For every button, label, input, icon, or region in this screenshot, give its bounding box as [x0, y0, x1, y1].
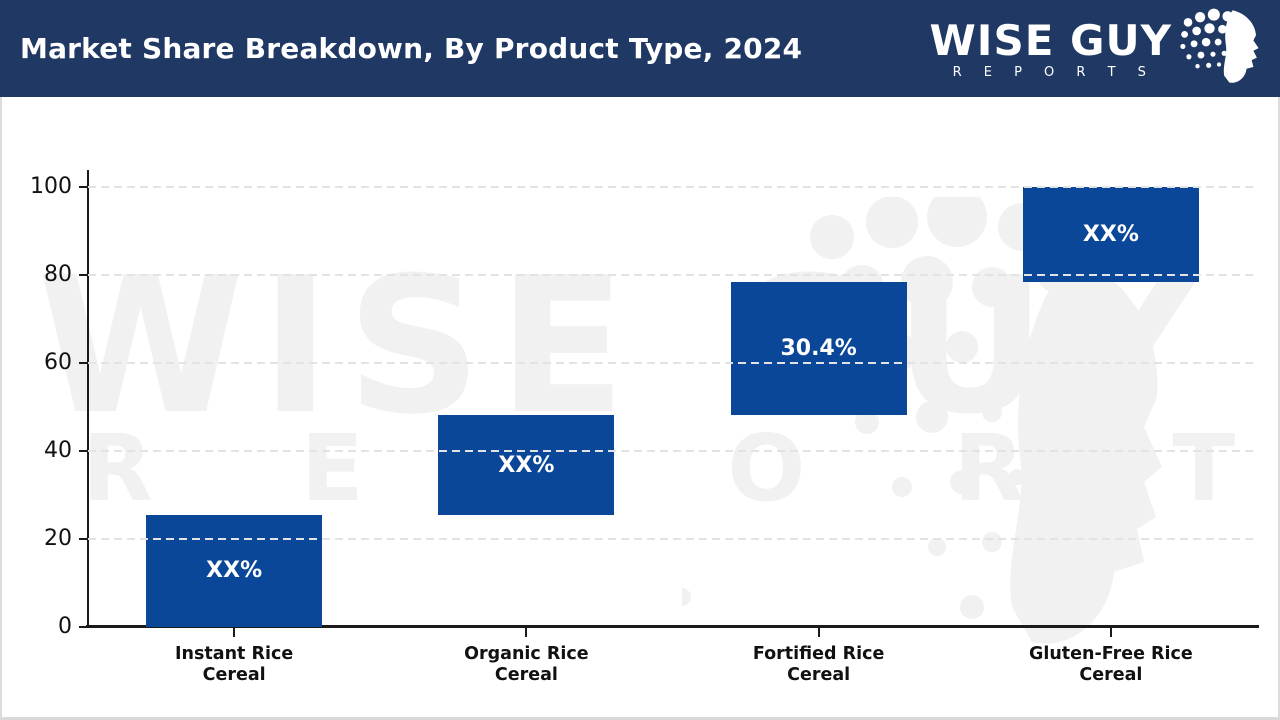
x-category-label: Instant Rice Cereal — [114, 644, 354, 686]
x-tick — [525, 628, 528, 637]
gridline — [88, 186, 1257, 188]
y-tick — [79, 274, 88, 276]
y-tick-label: 100 — [30, 174, 72, 199]
x-tick — [817, 628, 820, 637]
wise-guy-logo: WISE GUY R E P O R T S — [929, 8, 1262, 90]
bar-value-label: XX% — [498, 452, 555, 478]
y-axis-line — [87, 170, 89, 628]
x-category-label: Fortified Rice Cereal — [699, 644, 939, 686]
logo-text: WISE GUY R E P O R T S — [929, 16, 1172, 81]
y-tick — [79, 186, 88, 188]
logo-face-icon — [1180, 8, 1259, 83]
x-category-label: Organic Rice Cereal — [406, 644, 646, 686]
x-category-line: Cereal — [202, 665, 266, 685]
bar: 30.4% — [730, 281, 907, 416]
logo-wordmark: WISE GUY — [929, 16, 1172, 65]
bar: XX% — [438, 415, 615, 515]
plot: 0 20 40 60 80 100 XX% Instant Rice Cereal XX% Orga… — [2, 97, 1278, 717]
y-tick — [79, 626, 88, 628]
x-category-line: Gluten-Free Rice — [1028, 644, 1193, 664]
y-tick — [79, 450, 88, 452]
bar: XX% — [146, 514, 323, 627]
y-tick-label: 20 — [44, 526, 72, 551]
bar-value-label: XX% — [1082, 221, 1139, 247]
bar-value-label: 30.4% — [780, 335, 857, 361]
gridline — [88, 274, 1257, 276]
x-category-line: Cereal — [787, 665, 851, 685]
x-category-line: Cereal — [1079, 665, 1143, 685]
x-axis-line — [86, 625, 1259, 628]
page-title: Market Share Breakdown, By Product Type,… — [20, 32, 803, 65]
y-tick-label: 60 — [44, 350, 72, 375]
bar-value-label: XX% — [206, 558, 263, 584]
x-category-line: Cereal — [494, 665, 558, 685]
logo-subtext: R E P O R T S — [952, 65, 1155, 80]
y-tick-label: 40 — [44, 438, 72, 463]
y-tick — [79, 538, 88, 540]
bar: XX% — [1022, 187, 1199, 282]
y-tick-label: 0 — [58, 614, 72, 639]
y-tick — [79, 362, 88, 364]
x-category-label: Gluten-Free Rice Cereal — [991, 644, 1231, 686]
x-category-line: Instant Rice — [175, 644, 294, 664]
x-category-line: Fortified Rice — [752, 644, 885, 664]
header: Market Share Breakdown, By Product Type,… — [0, 0, 1280, 97]
x-tick — [1109, 628, 1112, 637]
gridline — [88, 450, 1257, 452]
y-tick-label: 80 — [44, 262, 72, 287]
x-tick — [233, 628, 236, 637]
gridline — [88, 362, 1257, 364]
gridline — [88, 538, 1257, 540]
x-category-line: Organic Rice — [464, 644, 589, 664]
